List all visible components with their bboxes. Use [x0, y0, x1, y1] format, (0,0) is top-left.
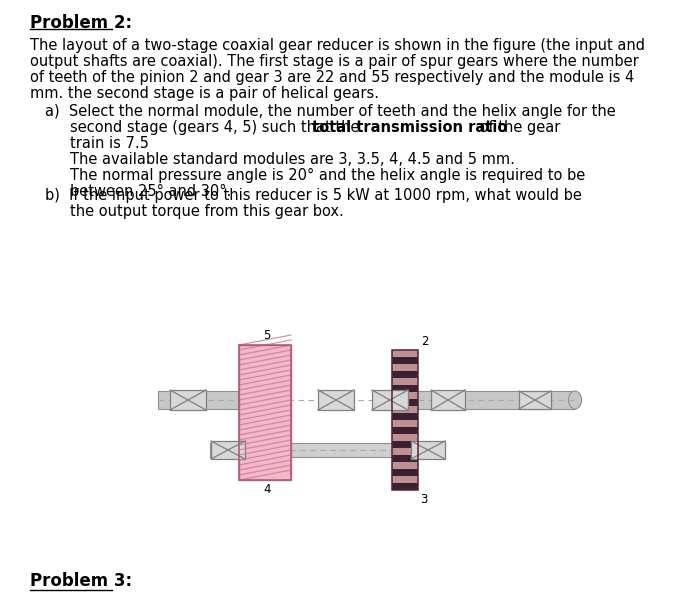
- Text: the output torque from this gear box.: the output torque from this gear box.: [70, 204, 344, 219]
- Bar: [392, 385, 418, 392]
- Text: 4: 4: [263, 483, 271, 496]
- Bar: [392, 350, 418, 357]
- Bar: [431, 390, 465, 410]
- Bar: [392, 420, 418, 427]
- Bar: [392, 441, 418, 448]
- Bar: [392, 413, 418, 420]
- Bar: [392, 462, 418, 469]
- Bar: [392, 434, 418, 441]
- Bar: [170, 390, 206, 410]
- Bar: [392, 357, 418, 364]
- Text: b)  If the input power to this reducer is 5 kW at 1000 rpm, what would be: b) If the input power to this reducer is…: [45, 188, 582, 203]
- Text: total transmission ratio: total transmission ratio: [312, 120, 508, 135]
- Bar: [372, 390, 408, 410]
- Bar: [411, 441, 445, 459]
- Bar: [158, 391, 238, 409]
- Text: Problem 3:: Problem 3:: [30, 572, 132, 590]
- Bar: [390, 391, 575, 409]
- Text: 5: 5: [263, 329, 271, 342]
- Text: mm. the second stage is a pair of helical gears.: mm. the second stage is a pair of helica…: [30, 86, 379, 101]
- Ellipse shape: [568, 391, 582, 409]
- Text: The normal pressure angle is 20° and the helix angle is required to be: The normal pressure angle is 20° and the…: [70, 168, 585, 183]
- Text: The available standard modules are 3, 3.5, 4, 4.5 and 5 mm.: The available standard modules are 3, 3.…: [70, 152, 515, 167]
- Text: of teeth of the pinion 2 and gear 3 are 22 and 55 respectively and the module is: of teeth of the pinion 2 and gear 3 are …: [30, 70, 634, 85]
- Bar: [392, 483, 418, 490]
- Text: second stage (gears 4, 5) such that the: second stage (gears 4, 5) such that the: [70, 120, 364, 135]
- Bar: [392, 427, 418, 434]
- Bar: [392, 392, 418, 399]
- Text: output shafts are coaxial). The first stage is a pair of spur gears where the nu: output shafts are coaxial). The first st…: [30, 54, 638, 69]
- Text: a)  Select the normal module, the number of teeth and the helix angle for the: a) Select the normal module, the number …: [45, 104, 616, 119]
- Bar: [392, 399, 418, 406]
- Bar: [239, 345, 291, 480]
- Text: of the gear: of the gear: [475, 120, 561, 135]
- Text: 3: 3: [420, 493, 428, 506]
- Bar: [392, 378, 418, 385]
- Bar: [211, 441, 245, 459]
- Text: 2: 2: [421, 335, 428, 348]
- Bar: [239, 345, 291, 480]
- Text: train is 7.5: train is 7.5: [70, 136, 149, 151]
- Bar: [239, 345, 291, 480]
- Text: The layout of a two-stage coaxial gear reducer is shown in the figure (the input: The layout of a two-stage coaxial gear r…: [30, 38, 645, 53]
- Bar: [392, 476, 418, 483]
- Bar: [392, 455, 418, 462]
- Bar: [318, 390, 354, 410]
- Text: Problem 2:: Problem 2:: [30, 14, 132, 32]
- Bar: [392, 350, 418, 490]
- Bar: [392, 371, 418, 378]
- Bar: [392, 448, 418, 455]
- Bar: [519, 391, 551, 409]
- Bar: [210, 443, 445, 457]
- Bar: [392, 406, 418, 413]
- Text: between 25° and 30°.: between 25° and 30°.: [70, 184, 231, 199]
- Bar: [392, 364, 418, 371]
- Bar: [392, 469, 418, 476]
